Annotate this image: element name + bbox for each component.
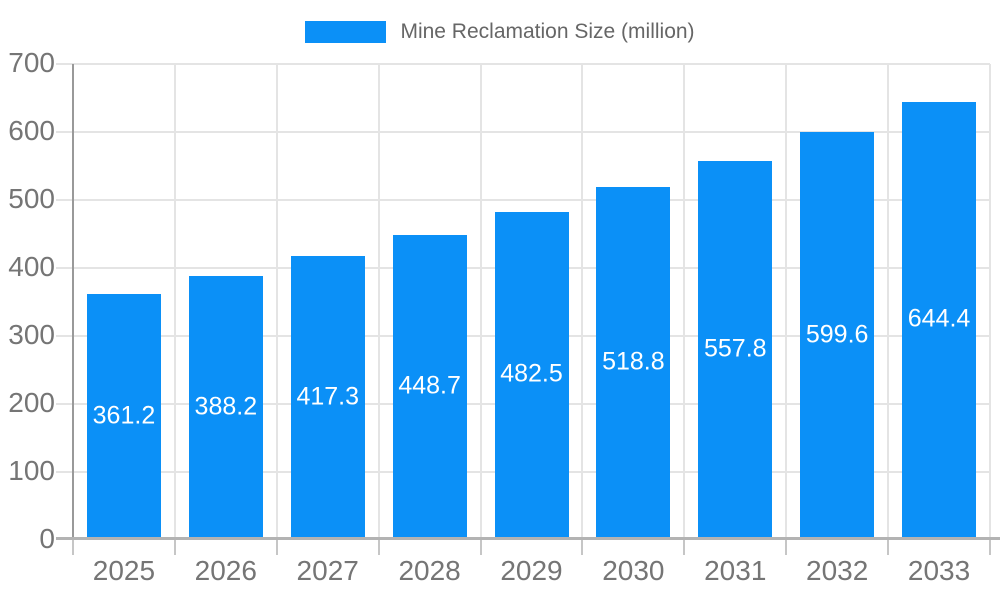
x-gridline [173,64,176,540]
x-axis-tick [275,540,278,555]
bar-2026: 388.2 [188,276,263,537]
legend-label[interactable]: Mine Reclamation Size (million) [400,20,695,43]
y-axis-tick-label: 500 [8,183,55,214]
bar-2031: 557.8 [698,160,773,537]
y-axis-tick-label: 300 [8,319,55,350]
x-axis-tick [887,540,890,555]
y-gridline [56,199,990,201]
y-axis-tick-label: 400 [8,251,55,282]
bar-2025: 361.2 [86,294,161,537]
y-axis-tick-label: 0 [39,523,55,554]
y-gridline [56,131,990,133]
x-axis-tick [989,540,991,555]
y-axis-tick-label: 200 [8,387,55,418]
x-axis-tick-label: 2026 [194,555,257,586]
x-gridline [785,64,788,540]
plot-area: 361.2 388.2 417.3 448.7 482.5 518.8 557.8 599.6… [56,63,991,555]
x-axis-tick-label: 2028 [398,555,461,586]
bar-2030: 518.8 [596,187,671,537]
x-axis-tick-label: 2031 [704,555,767,586]
chart-legend[interactable]: Mine Reclamation Size (million) [0,20,1000,44]
y-axis-tick-label: 100 [8,455,55,486]
x-gridline [887,64,890,540]
bar-2029: 482.5 [494,211,569,537]
bar-value-label: 482.5 [500,359,563,388]
x-axis-tick-label: 2030 [602,555,665,586]
x-axis-tick [72,540,74,555]
y-axis-tick-label: 600 [8,115,55,146]
x-axis-tick [173,540,176,555]
bar-2028: 448.7 [392,234,467,537]
legend-swatch[interactable] [305,21,387,43]
x-gridline [683,64,686,540]
bar-value-label: 388.2 [194,392,258,421]
x-axis-tick-label: 2025 [92,555,156,586]
x-gridline [581,64,584,540]
bar-value-label: 518.8 [602,347,665,376]
x-axis-tick [479,540,482,555]
x-gridline [989,64,991,540]
x-axis-tick-label: 2027 [296,555,359,586]
bar-value-label: 361.2 [92,401,156,430]
y-axis-line [72,64,74,540]
bar-value-label: 448.7 [398,371,461,400]
bar-value-label: 644.4 [907,304,971,333]
bar-value-label: 417.3 [296,382,359,411]
x-gridline [479,64,482,540]
x-axis-tick-label: 2029 [500,555,563,586]
x-gridline [275,64,278,540]
x-axis-tick-label: 2032 [806,555,869,586]
x-axis-tick [581,540,584,555]
x-gridline [377,64,380,540]
bar-2033: 644.4 [902,101,977,537]
bar-2027: 417.3 [290,256,365,537]
bar-value-label: 599.6 [805,320,869,349]
x-axis-tick [785,540,788,555]
x-axis-tick [377,540,380,555]
y-axis-tick-label: 700 [8,47,55,78]
bar-value-label: 557.8 [703,334,767,363]
x-axis-tick [683,540,686,555]
bar-2032: 599.6 [800,132,875,537]
y-gridline [56,63,990,65]
x-axis-line [56,537,1000,540]
x-axis-tick-label: 2033 [907,555,971,586]
